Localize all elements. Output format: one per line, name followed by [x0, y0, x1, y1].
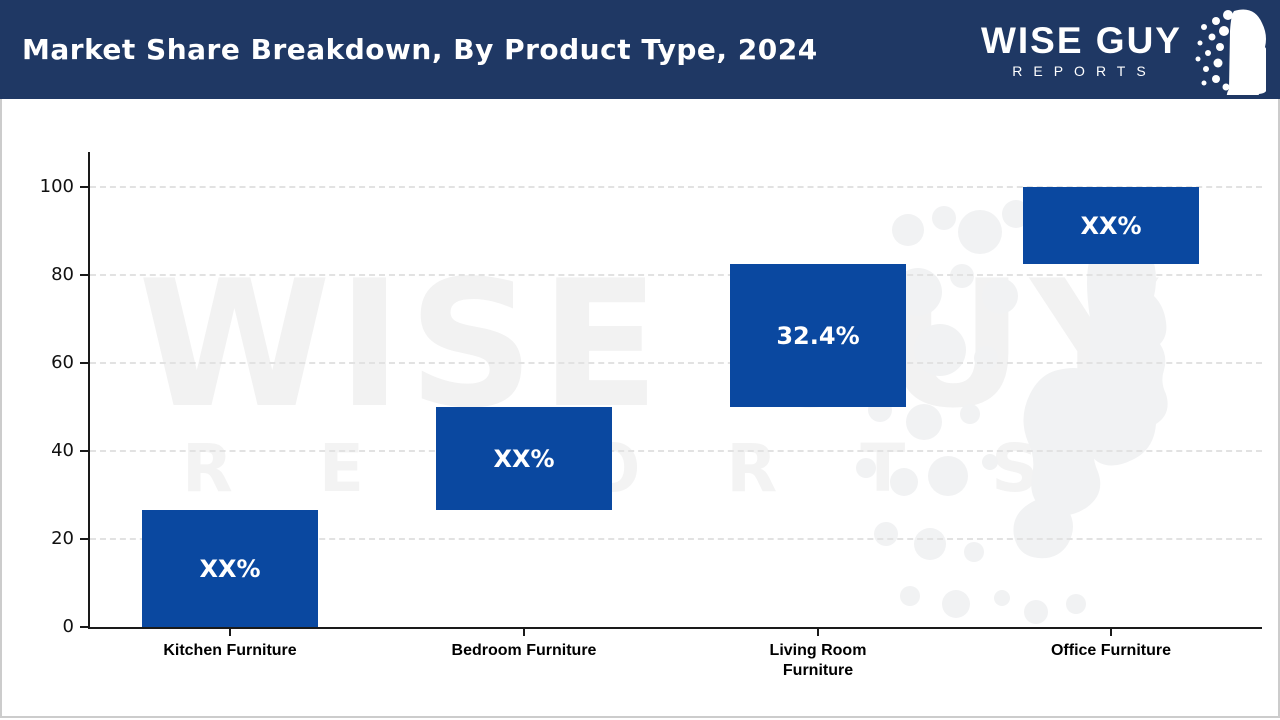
brand-name: WISE GUY — [980, 19, 1182, 61]
gridline — [90, 362, 1262, 364]
y-tick-label: 0 — [62, 616, 74, 637]
y-axis-line — [88, 152, 90, 629]
y-tick-label: 100 — [39, 176, 74, 197]
brand-subtitle: REPORTS — [1012, 62, 1157, 79]
gridline — [90, 186, 1262, 188]
bar-segment[interactable]: XX% — [436, 407, 612, 511]
bar-value-label: 32.4% — [776, 321, 860, 350]
frame-border-left — [0, 99, 2, 717]
x-category-label: Living Room Furniture — [769, 642, 867, 679]
y-tick-mark — [80, 538, 89, 540]
frame-border-bottom — [0, 716, 1280, 718]
y-tick-mark — [80, 274, 89, 276]
brand-logo: WISE GUY REPORTS — [981, 5, 1280, 95]
x-tick-mark — [1110, 627, 1112, 636]
y-tick-mark — [80, 186, 89, 188]
brand-head-icon — [1195, 9, 1266, 95]
gridline — [90, 274, 1262, 276]
y-tick-label: 20 — [51, 528, 74, 549]
bar-segment[interactable]: 32.4% — [730, 264, 906, 407]
x-axis-line — [88, 627, 1262, 629]
y-tick-label: 60 — [51, 352, 74, 373]
x-tick-mark — [817, 627, 819, 636]
x-category-label: Bedroom Furniture — [451, 642, 597, 659]
header-bar: Market Share Breakdown, By Product Type,… — [0, 0, 1280, 99]
bar-value-label: XX% — [1080, 211, 1142, 240]
brand-logo-text: WISE GUY REPORTS — [981, 22, 1182, 78]
y-tick-mark — [80, 450, 89, 452]
bar-value-label: XX% — [493, 444, 555, 473]
page-title: Market Share Breakdown, By Product Type,… — [22, 33, 818, 66]
gridline — [90, 538, 1262, 540]
y-tick-label: 40 — [51, 440, 74, 461]
bar-value-label: XX% — [199, 554, 261, 583]
x-category-label: Kitchen Furniture — [163, 642, 297, 659]
x-category-label: Office Furniture — [1050, 642, 1171, 659]
y-tick-mark — [80, 626, 89, 628]
frame-border-right — [1278, 99, 1280, 717]
x-tick-mark — [523, 627, 525, 636]
y-tick-mark — [80, 362, 89, 364]
bar-segment[interactable]: XX% — [1023, 187, 1199, 265]
bar-segment[interactable]: XX% — [142, 510, 318, 627]
y-tick-label: 80 — [51, 264, 74, 285]
x-tick-mark — [229, 627, 231, 636]
gridline — [90, 450, 1262, 452]
